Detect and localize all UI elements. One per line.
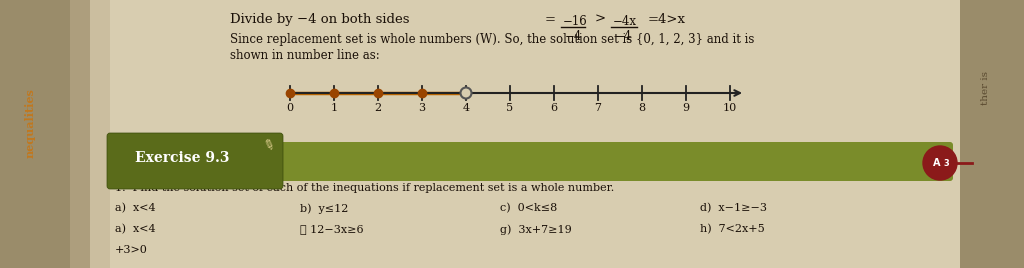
Text: b)  y≤12: b) y≤12 (300, 203, 348, 214)
Bar (961, 0, 1024, 268)
Text: 5: 5 (507, 103, 514, 113)
Text: −16: −16 (563, 15, 588, 28)
Circle shape (923, 146, 957, 180)
Text: 3: 3 (943, 158, 949, 168)
Text: 8: 8 (638, 103, 645, 113)
Text: =4>x: =4>x (648, 13, 686, 26)
Text: shown in number line as:: shown in number line as: (230, 49, 380, 62)
Text: Divide by −4 on both sides: Divide by −4 on both sides (230, 13, 410, 26)
Circle shape (461, 87, 471, 99)
Text: −4x: −4x (613, 15, 637, 28)
Text: 3: 3 (419, 103, 426, 113)
Text: 4: 4 (463, 103, 470, 113)
Text: 2: 2 (375, 103, 382, 113)
Text: >: > (595, 13, 606, 26)
FancyBboxPatch shape (106, 142, 953, 181)
Text: a)  x<4: a) x<4 (115, 203, 156, 213)
Text: c)  0<k≤8: c) 0<k≤8 (500, 203, 557, 213)
Text: 10: 10 (723, 103, 737, 113)
Bar (0, 0, 90, 268)
Text: Exercise 9.3: Exercise 9.3 (135, 151, 229, 165)
Text: 9: 9 (682, 103, 689, 113)
Text: nequalities: nequalities (25, 88, 36, 158)
Text: 6: 6 (551, 103, 557, 113)
Text: h)  7<2x+5: h) 7<2x+5 (700, 224, 765, 234)
Bar (70, 0, 110, 268)
FancyBboxPatch shape (106, 133, 283, 189)
Bar (90, 0, 961, 268)
Text: ✎: ✎ (260, 137, 275, 155)
Text: 7: 7 (595, 103, 601, 113)
Text: 1: 1 (331, 103, 338, 113)
Text: =: = (545, 13, 556, 26)
Text: ⓐ 12−3x≥6: ⓐ 12−3x≥6 (300, 224, 364, 234)
Text: 1.  Find the solution set of each of the inequations if replacement set is a who: 1. Find the solution set of each of the … (115, 183, 614, 193)
Text: ther is: ther is (981, 71, 989, 105)
Text: +3>0: +3>0 (115, 245, 147, 255)
Text: d)  x−1≥−3: d) x−1≥−3 (700, 203, 767, 213)
Text: 0: 0 (287, 103, 294, 113)
Text: −4: −4 (565, 30, 583, 43)
Text: g)  3x+7≥19: g) 3x+7≥19 (500, 224, 571, 234)
Text: a)  x<4: a) x<4 (115, 224, 156, 234)
Text: A: A (933, 158, 941, 168)
Text: Since replacement set is whole numbers (W). So, the solution set is {0, 1, 2, 3}: Since replacement set is whole numbers (… (230, 33, 755, 46)
Text: −4: −4 (615, 30, 633, 43)
